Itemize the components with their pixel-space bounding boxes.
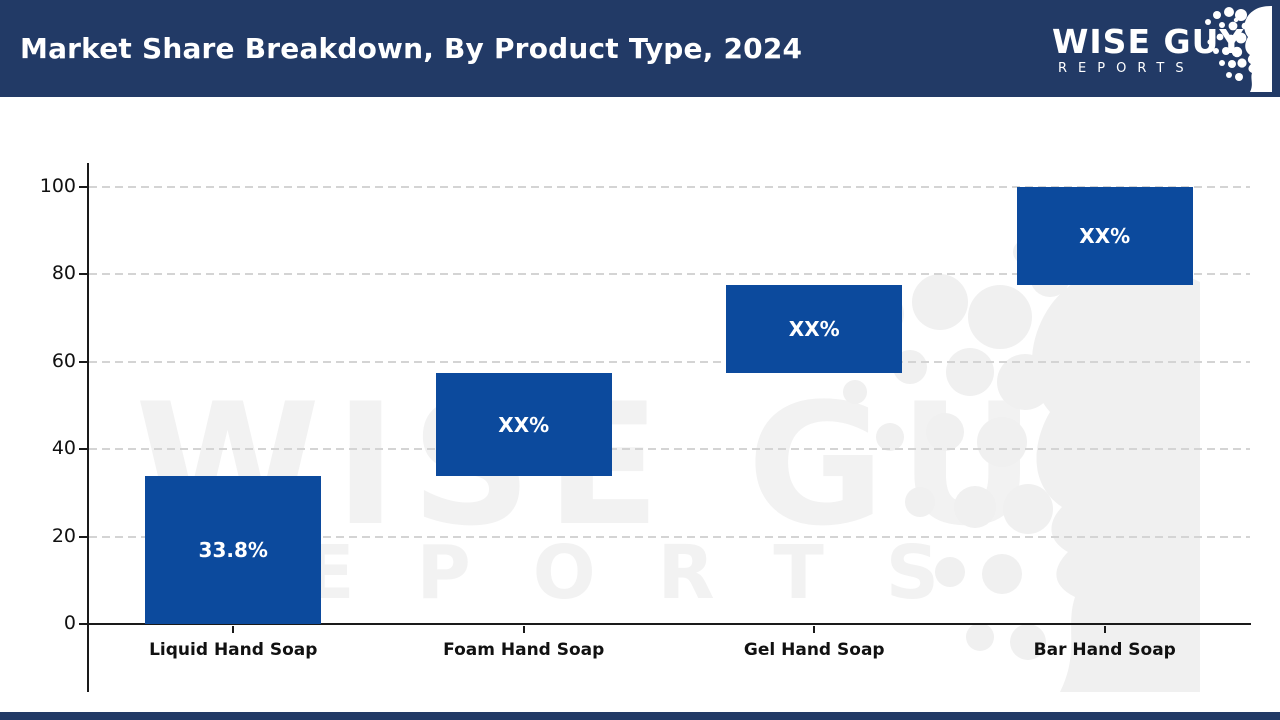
y-axis-tick (79, 448, 87, 451)
bar-value-label: XX% (498, 412, 550, 437)
x-axis-tick (232, 626, 235, 633)
x-axis-tick (1103, 626, 1106, 633)
x-axis-category-label: Gel Hand Soap (743, 640, 885, 660)
gridline (89, 186, 1250, 188)
page-title: Market Share Breakdown, By Product Type,… (20, 32, 803, 65)
y-axis-tick-label: 80 (51, 262, 76, 285)
y-axis-tick (79, 360, 87, 363)
waterfall-bar-segment: XX% (1016, 187, 1193, 285)
footer-band (0, 712, 1280, 720)
logo-face-icon (1205, 6, 1272, 92)
x-axis-tick (522, 626, 525, 633)
y-axis-spine (87, 163, 89, 692)
y-axis-tick (79, 186, 87, 188)
bar-value-label: XX% (788, 317, 840, 341)
y-axis-tick-label: 60 (51, 349, 76, 372)
x-axis-category-label: Bar Hand Soap (1033, 640, 1176, 660)
waterfall-bar-segment: XX% (726, 284, 903, 374)
y-axis-tick (79, 273, 87, 276)
gridline (89, 273, 1250, 276)
x-axis-category-label: Foam Hand Soap (443, 640, 605, 660)
x-axis-category-label: Liquid Hand Soap (149, 640, 318, 660)
bar-value-label: 33.8% (198, 538, 268, 563)
x-axis-tick (813, 626, 816, 633)
y-axis-tick (79, 623, 87, 625)
chart-canvas: WISE GUY REPORTS 0 20 40 60 80 100 33.8% Liquid… (0, 97, 1280, 712)
header-band: Market Share Breakdown, By Product Type,… (0, 0, 1280, 97)
gridline (89, 535, 1250, 538)
y-axis-tick-label: 40 (51, 437, 76, 460)
waterfall-bar-segment: XX% (435, 373, 612, 477)
waterfall-bar-segment: 33.8% (145, 476, 322, 624)
gridline (89, 360, 1250, 363)
y-axis-tick-label: 20 (51, 524, 76, 547)
y-axis-tick (79, 535, 87, 538)
x-axis-spine (87, 623, 1251, 625)
gridline (89, 448, 1250, 451)
y-axis-tick-label: 100 (39, 175, 76, 197)
wise-guy-logo: WISE GUY REPORTS (1022, 0, 1272, 97)
y-axis-tick-label: 0 (63, 612, 76, 634)
logo-subtitle: REPORTS (1058, 61, 1195, 76)
bar-value-label: XX% (1079, 223, 1131, 248)
